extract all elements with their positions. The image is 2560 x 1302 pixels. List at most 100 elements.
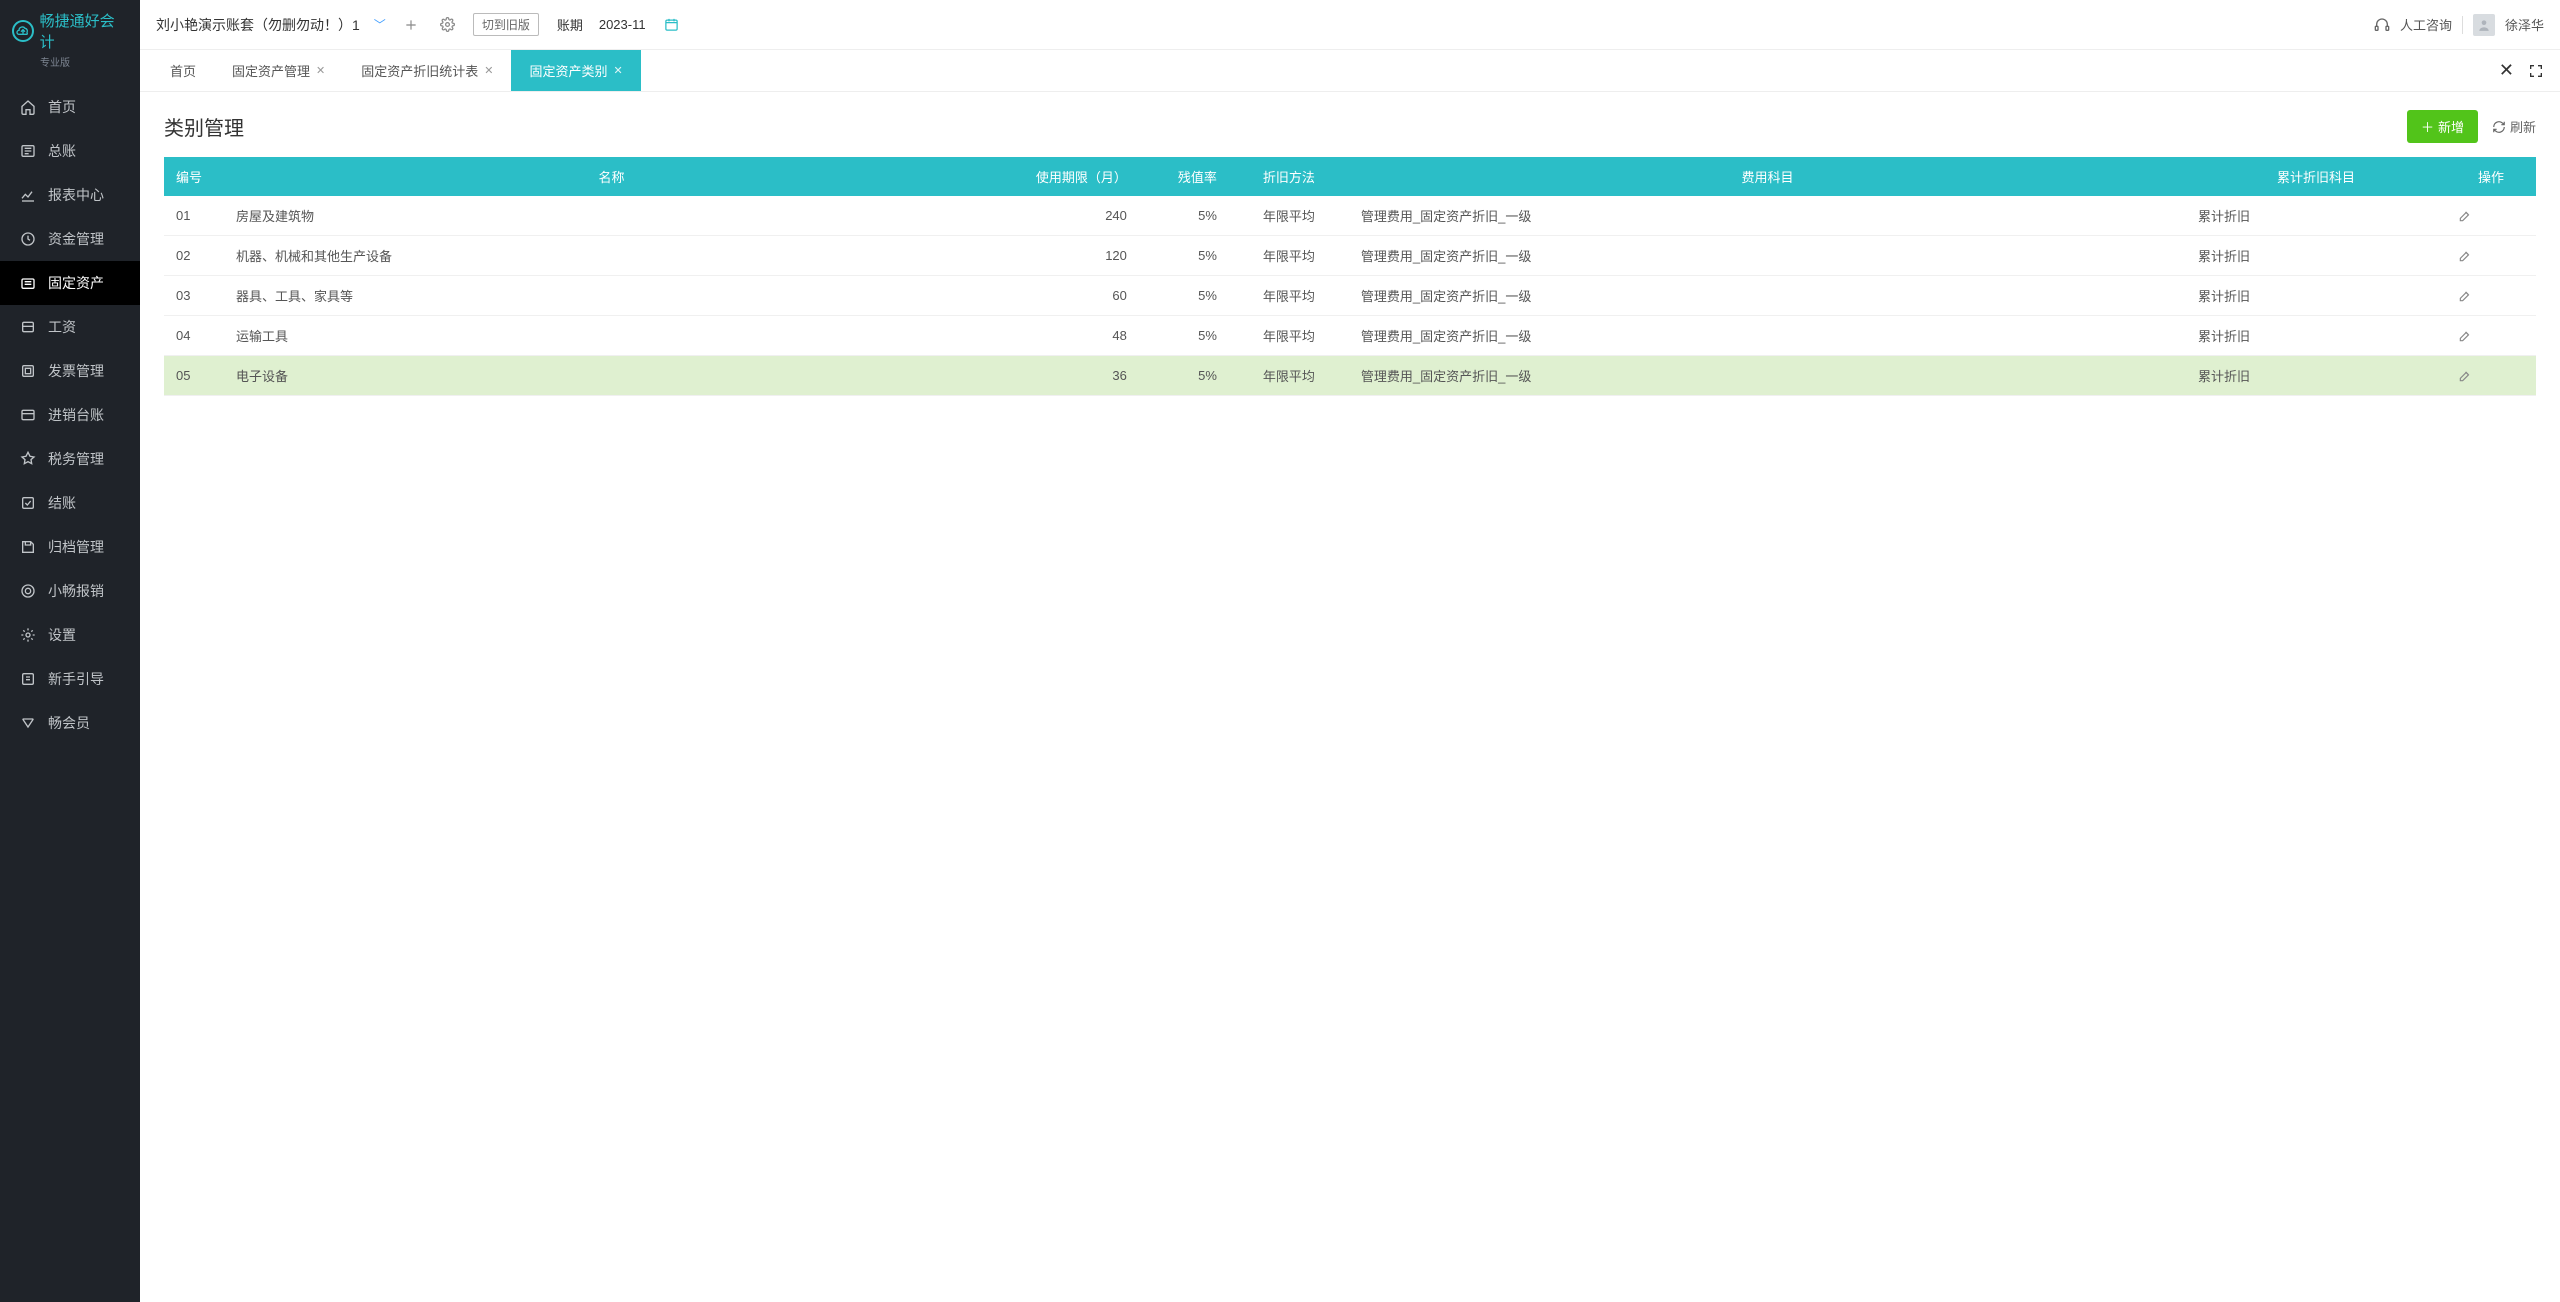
edit-icon[interactable] [2458,329,2524,343]
col-header-name: 名称 [224,157,999,196]
cloud-icon [12,20,34,42]
tab-3[interactable]: 固定资产类别✕ [511,50,640,91]
avatar[interactable] [2473,14,2495,36]
refresh-button[interactable]: 刷新 [2492,117,2536,136]
nav-icon [20,407,36,423]
close-icon[interactable]: ✕ [484,64,493,77]
sidebar-item-9[interactable]: 结账 [0,481,140,525]
cell-period: 60 [999,276,1139,316]
tab-1[interactable]: 固定资产管理✕ [214,50,343,91]
sidebar-item-7[interactable]: 进销台账 [0,393,140,437]
col-header-id: 编号 [164,157,224,196]
edit-icon[interactable] [2458,209,2524,223]
refresh-label: 刷新 [2510,117,2536,136]
tab-0[interactable]: 首页 [152,50,214,91]
cell-period: 240 [999,196,1139,236]
sidebar-item-label: 设置 [48,625,76,645]
nav-icon [20,143,36,159]
cell-depr: 累计折旧 [2186,276,2446,316]
cell-id: 04 [164,316,224,356]
sidebar-item-5[interactable]: 工资 [0,305,140,349]
cell-method: 年限平均 [1229,196,1349,236]
sidebar-item-3[interactable]: 资金管理 [0,217,140,261]
sidebar-item-label: 进销台账 [48,405,104,425]
cell-method: 年限平均 [1229,236,1349,276]
table-row[interactable]: 03器具、工具、家具等605%年限平均管理费用_固定资产折旧_一级累计折旧 [164,276,2536,316]
col-header-op: 操作 [2446,157,2536,196]
tabs-bar: 首页固定资产管理✕固定资产折旧统计表✕固定资产类别✕ ✕ [140,50,2560,92]
tab-label: 固定资产折旧统计表 [361,61,478,80]
sidebar-item-1[interactable]: 总账 [0,129,140,173]
cell-expense: 管理费用_固定资产折旧_一级 [1349,356,2186,396]
cell-method: 年限平均 [1229,356,1349,396]
table-row[interactable]: 01房屋及建筑物2405%年限平均管理费用_固定资产折旧_一级累计折旧 [164,196,2536,236]
sidebar-item-12[interactable]: 设置 [0,613,140,657]
table-row[interactable]: 02机器、机械和其他生产设备1205%年限平均管理费用_固定资产折旧_一级累计折… [164,236,2536,276]
cell-name: 运输工具 [224,316,999,356]
cell-rate: 5% [1139,356,1229,396]
cell-depr: 累计折旧 [2186,236,2446,276]
cell-id: 03 [164,276,224,316]
sidebar-item-label: 税务管理 [48,449,104,469]
new-button[interactable]: ＋ 新增 [2407,110,2478,143]
add-button[interactable] [400,14,422,36]
cell-expense: 管理费用_固定资产折旧_一级 [1349,276,2186,316]
sidebar-item-14[interactable]: 畅会员 [0,701,140,745]
cell-depr: 累计折旧 [2186,356,2446,396]
calendar-icon[interactable] [664,17,679,32]
edit-icon[interactable] [2458,369,2524,383]
nav-icon [20,99,36,115]
sidebar-item-label: 结账 [48,493,76,513]
sidebar-item-10[interactable]: 归档管理 [0,525,140,569]
nav-icon [20,451,36,467]
sidebar-item-2[interactable]: 报表中心 [0,173,140,217]
close-icon[interactable]: ✕ [614,64,623,77]
col-header-expense: 费用科目 [1349,157,2186,196]
close-tab-button[interactable]: ✕ [2499,60,2514,81]
cell-expense: 管理费用_固定资产折旧_一级 [1349,236,2186,276]
table-row[interactable]: 05电子设备365%年限平均管理费用_固定资产折旧_一级累计折旧 [164,356,2536,396]
fullscreen-icon[interactable] [2528,63,2544,79]
sidebar-item-0[interactable]: 首页 [0,85,140,129]
edit-icon[interactable] [2458,289,2524,303]
nav-icon [20,187,36,203]
col-header-period: 使用期限（月） [999,157,1139,196]
sidebar-item-label: 新手引导 [48,669,104,689]
topbar: 刘小艳演示账套（勿删勿动！）1 ﹀ 切到旧版 账期 2023-11 人工咨询 徐… [140,0,2560,50]
tab-2[interactable]: 固定资产折旧统计表 ✕ [343,50,511,91]
sidebar-item-4[interactable]: 固定资产 [0,261,140,305]
table-row[interactable]: 04运输工具485%年限平均管理费用_固定资产折旧_一级累计折旧 [164,316,2536,356]
cell-op [2446,316,2536,356]
nav-icon [20,671,36,687]
cell-rate: 5% [1139,276,1229,316]
chevron-down-icon[interactable]: ﹀ [374,16,386,33]
edit-icon[interactable] [2458,249,2524,263]
sidebar-item-label: 归档管理 [48,537,104,557]
cell-rate: 5% [1139,236,1229,276]
cell-name: 电子设备 [224,356,999,396]
period-value[interactable]: 2023-11 [599,17,646,32]
cell-op [2446,196,2536,236]
sidebar-item-6[interactable]: 发票管理 [0,349,140,393]
sidebar-item-label: 报表中心 [48,185,104,205]
support-link[interactable]: 人工咨询 [2400,15,2452,34]
account-selector[interactable]: 刘小艳演示账套（勿删勿动！）1 [156,15,360,35]
sidebar-item-13[interactable]: 新手引导 [0,657,140,701]
sidebar-item-11[interactable]: 小畅报销 [0,569,140,613]
cell-name: 房屋及建筑物 [224,196,999,236]
close-icon[interactable]: ✕ [316,64,325,77]
cell-depr: 累计折旧 [2186,196,2446,236]
nav-icon [20,715,36,731]
gear-icon[interactable] [436,13,459,36]
switch-old-version-button[interactable]: 切到旧版 [473,13,539,36]
cell-op [2446,276,2536,316]
sidebar-item-label: 首页 [48,97,76,117]
sidebar-item-label: 总账 [48,141,76,161]
sidebar-item-8[interactable]: 税务管理 [0,437,140,481]
cell-method: 年限平均 [1229,276,1349,316]
username[interactable]: 徐泽华 [2505,15,2544,34]
page-title: 类别管理 [164,112,244,141]
plus-icon: ＋ [2421,117,2434,136]
cell-period: 36 [999,356,1139,396]
nav-icon [20,319,36,335]
